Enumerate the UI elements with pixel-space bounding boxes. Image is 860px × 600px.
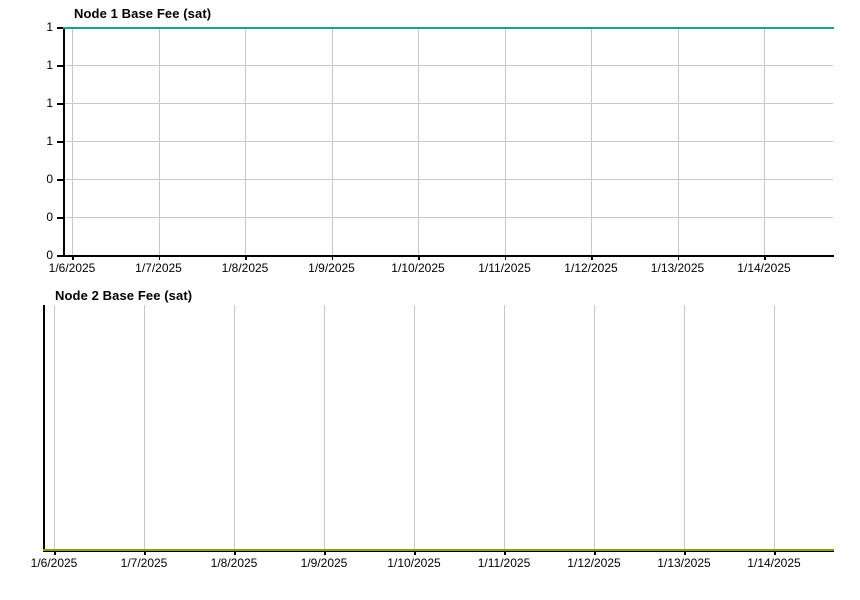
- x-axis-label: 1/9/2025: [300, 556, 348, 570]
- gridline-vertical: [72, 27, 73, 255]
- x-axis-tick: [72, 255, 74, 260]
- x-axis-label: 1/8/2025: [221, 261, 269, 275]
- gridline-vertical: [764, 27, 765, 255]
- chart-node-1-base-fee: Node 1 Base Fee (sat) 1 1 1 1 0 0 0 1/6/2025 1/7…: [0, 0, 860, 285]
- x-axis-label: 1/9/2025: [308, 261, 355, 275]
- x-axis-tick: [234, 550, 236, 555]
- x-axis-label: 1/6/2025: [48, 261, 96, 275]
- gridline-horizontal: [63, 141, 833, 142]
- x-axis-line: [63, 255, 834, 257]
- x-axis-label: 1/10/2025: [387, 556, 441, 570]
- gridline-horizontal: [63, 103, 833, 104]
- gridline-vertical: [234, 305, 235, 550]
- x-axis-label: 1/6/2025: [30, 556, 78, 570]
- gridline-horizontal: [63, 217, 833, 218]
- y-axis-label: 0: [46, 172, 53, 186]
- y-axis-label: 1: [46, 96, 53, 110]
- x-axis-tick: [594, 550, 596, 555]
- y-axis-tick: [57, 217, 63, 219]
- x-axis-label: 1/12/2025: [564, 261, 618, 275]
- x-axis-label: 1/13/2025: [657, 556, 711, 570]
- data-series-line: [63, 27, 834, 30]
- y-axis-tick: [57, 103, 63, 105]
- gridline-vertical: [684, 305, 685, 550]
- y-axis-tick: [57, 255, 63, 257]
- gridline-horizontal: [63, 179, 833, 180]
- x-axis-tick: [245, 255, 247, 260]
- x-axis-label: 1/14/2025: [737, 261, 791, 275]
- y-axis-label: 1: [46, 58, 53, 72]
- x-axis-label: 1/7/2025: [120, 556, 168, 570]
- chart-node-2-base-fee: Node 2 Base Fee (sat) 1/6/2025 1/7/2025 1/…: [0, 285, 860, 600]
- x-axis-tick: [331, 255, 333, 260]
- x-axis-tick: [684, 550, 686, 555]
- gridline-vertical: [591, 27, 592, 255]
- gridline-vertical: [324, 305, 325, 550]
- y-axis-label: 1: [46, 134, 53, 148]
- x-axis-label: 1/11/2025: [478, 261, 531, 275]
- x-axis-tick: [418, 255, 420, 260]
- y-axis-line: [43, 305, 45, 551]
- gridline-vertical: [331, 27, 333, 255]
- gridline-vertical: [594, 305, 595, 550]
- x-axis-label: 1/10/2025: [391, 261, 445, 275]
- gridline-vertical: [245, 27, 246, 255]
- y-axis-tick: [57, 179, 63, 181]
- gridline-vertical: [774, 305, 775, 550]
- x-axis-label: 1/13/2025: [650, 261, 705, 275]
- x-axis-tick: [144, 550, 146, 555]
- y-axis-label: 0: [46, 210, 53, 224]
- gridline-horizontal: [63, 65, 833, 66]
- x-axis-label: 1/8/2025: [210, 556, 258, 570]
- gridline-vertical: [54, 305, 55, 550]
- chart-title: Node 1 Base Fee (sat): [74, 6, 212, 21]
- plot-area: [63, 27, 833, 256]
- y-axis-line: [63, 27, 65, 256]
- x-axis-label: 1/14/2025: [747, 556, 801, 570]
- gridline-vertical: [418, 27, 419, 255]
- x-axis-tick: [158, 255, 160, 260]
- chart-title: Node 2 Base Fee (sat): [55, 288, 193, 303]
- x-axis-tick: [591, 255, 593, 260]
- y-axis-tick: [57, 65, 63, 67]
- gridline-vertical: [504, 27, 506, 255]
- y-axis-tick: [57, 141, 63, 143]
- gridline-vertical: [504, 305, 505, 550]
- data-series-line: [43, 549, 834, 552]
- y-axis-tick: [57, 27, 63, 29]
- x-axis-label: 1/12/2025: [567, 556, 621, 570]
- gridline-vertical: [677, 27, 679, 255]
- x-axis-tick: [324, 550, 326, 555]
- x-axis-tick: [504, 255, 506, 260]
- x-axis-tick: [764, 255, 766, 260]
- x-axis-tick: [414, 550, 416, 555]
- x-axis-label: 1/11/2025: [477, 556, 531, 570]
- x-axis-tick: [54, 550, 56, 555]
- plot-area: [43, 305, 833, 550]
- y-axis-label: 0: [46, 248, 53, 262]
- gridline-vertical: [158, 27, 160, 255]
- gridline-vertical: [144, 305, 145, 550]
- gridline-vertical: [414, 305, 415, 550]
- y-axis-label: 1: [46, 20, 53, 34]
- x-axis-tick: [504, 550, 506, 555]
- x-axis-tick: [677, 255, 679, 260]
- x-axis-label: 1/7/2025: [135, 261, 182, 275]
- x-axis-tick: [774, 550, 776, 555]
